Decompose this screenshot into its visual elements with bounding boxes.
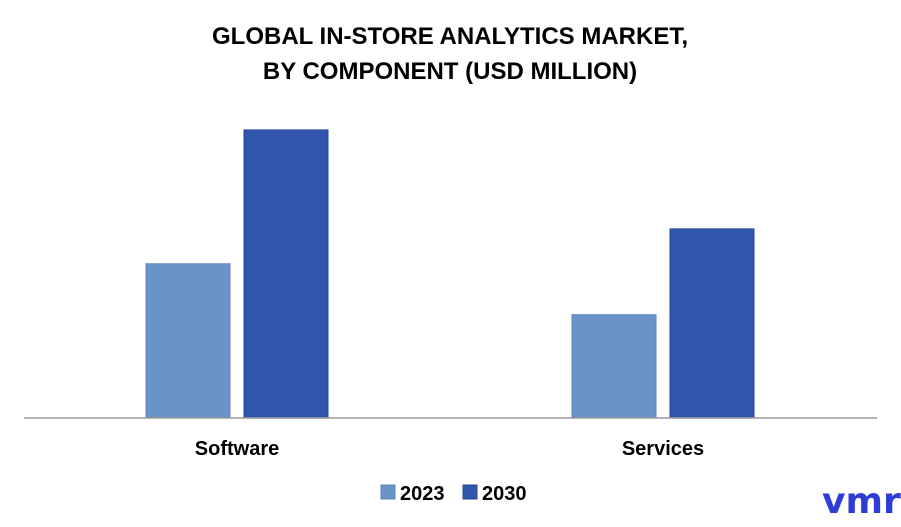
bar-software-2030 [243, 129, 329, 419]
category-label-services: Services [622, 438, 704, 460]
bar-software-2023 [145, 263, 231, 419]
vmr-logo: vmr [822, 481, 901, 522]
logo-text: vmr [822, 481, 901, 522]
legend-label-2023: 2023 [400, 483, 445, 505]
chart-title-line-2: BY COMPONENT (USD MILLION) [263, 58, 637, 85]
bars-group [145, 129, 755, 419]
legend-label-2030: 2030 [482, 483, 527, 505]
legend-swatch-2030 [462, 484, 478, 500]
legend-swatch-2023 [380, 484, 396, 500]
chart-title-line-1: GLOBAL IN-STORE ANALYTICS MARKET, [212, 23, 688, 50]
category-label-software: Software [195, 438, 279, 460]
bar-services-2023 [571, 314, 657, 419]
bar-services-2030 [669, 228, 755, 419]
legend: 2023 2030 [380, 483, 527, 505]
